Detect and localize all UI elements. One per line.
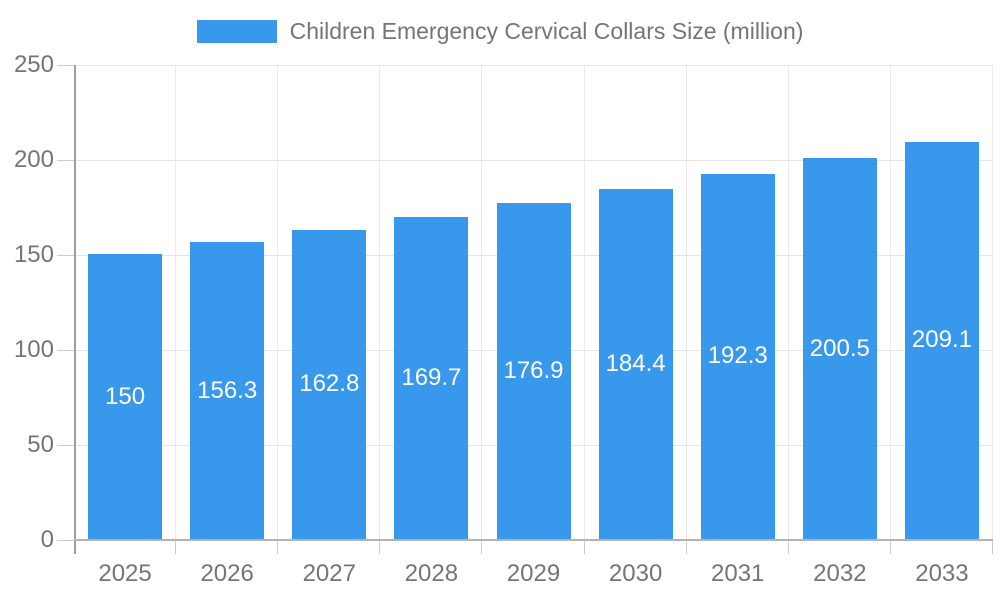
gridline bbox=[481, 65, 483, 540]
bar-value-label: 156.3 bbox=[197, 376, 258, 404]
legend-swatch[interactable] bbox=[196, 19, 277, 43]
bar[interactable]: 162.8 bbox=[292, 229, 367, 539]
gridline bbox=[889, 65, 891, 540]
x-axis-tick bbox=[277, 540, 279, 554]
gridline bbox=[787, 65, 789, 540]
y-axis-label: 0 bbox=[40, 526, 54, 553]
x-axis-label: 2026 bbox=[200, 560, 254, 587]
bar-value-label: 192.3 bbox=[707, 342, 768, 370]
x-axis-tick bbox=[175, 540, 177, 554]
x-axis-label: 2029 bbox=[506, 560, 561, 587]
bar[interactable]: 176.9 bbox=[496, 202, 571, 539]
gridline bbox=[175, 65, 177, 540]
bar[interactable]: 184.4 bbox=[598, 188, 673, 539]
y-axis-tick bbox=[57, 539, 74, 541]
plot-area: 150 156.3 162.8 169.7 176.9 184.4 192.3 200.5 20… bbox=[57, 64, 993, 554]
x-axis-tick bbox=[992, 540, 993, 554]
bar-value-label: 176.9 bbox=[503, 356, 564, 384]
gridline bbox=[74, 159, 993, 161]
y-axis-line bbox=[74, 65, 76, 554]
y-axis-label: 100 bbox=[13, 336, 54, 363]
x-axis-label: 2033 bbox=[915, 560, 969, 587]
y-axis-tick bbox=[57, 159, 74, 161]
x-axis-line bbox=[74, 539, 993, 541]
bar-value-label: 200.5 bbox=[809, 334, 870, 362]
bar[interactable]: 209.1 bbox=[904, 141, 979, 539]
legend[interactable]: Children Emergency Cervical Collars Size… bbox=[0, 17, 1000, 45]
y-axis-tick bbox=[57, 349, 74, 351]
y-axis-tick bbox=[57, 444, 74, 446]
x-axis-tick bbox=[685, 540, 687, 554]
x-axis-tick bbox=[379, 540, 381, 554]
gridline bbox=[277, 65, 279, 540]
bar[interactable]: 200.5 bbox=[802, 158, 877, 539]
gridline bbox=[74, 64, 993, 66]
bar[interactable]: 169.7 bbox=[394, 216, 469, 539]
y-axis-label: 150 bbox=[13, 241, 54, 268]
gridline bbox=[992, 65, 993, 540]
x-axis-tick bbox=[481, 540, 483, 554]
x-axis-tick bbox=[787, 540, 789, 554]
x-axis-label: 2028 bbox=[404, 560, 459, 587]
bar-value-label: 150 bbox=[105, 382, 146, 410]
bar-value-label: 209.1 bbox=[911, 326, 972, 354]
x-axis-tick bbox=[889, 540, 891, 554]
gridline bbox=[685, 65, 687, 540]
x-axis-label: 2032 bbox=[813, 560, 867, 587]
x-axis-label: 2031 bbox=[711, 560, 765, 587]
y-axis-tick bbox=[57, 254, 74, 256]
gridline bbox=[379, 65, 381, 540]
y-axis-label: 250 bbox=[13, 51, 54, 78]
bar-value-label: 169.7 bbox=[401, 363, 462, 391]
y-axis-tick bbox=[57, 64, 74, 66]
bar[interactable]: 156.3 bbox=[190, 242, 265, 539]
bar[interactable]: 150 bbox=[88, 254, 163, 539]
y-axis-label: 200 bbox=[13, 146, 54, 173]
x-axis-tick bbox=[583, 540, 585, 554]
bar-value-label: 162.8 bbox=[299, 370, 360, 398]
y-axis-label: 50 bbox=[27, 431, 54, 458]
x-axis-label: 2027 bbox=[302, 560, 356, 587]
gridline bbox=[583, 65, 585, 540]
legend-label: Children Emergency Cervical Collars Size… bbox=[289, 18, 804, 44]
bar-value-label: 184.4 bbox=[605, 349, 666, 377]
x-axis-label: 2025 bbox=[98, 560, 152, 587]
bar[interactable]: 192.3 bbox=[700, 173, 775, 539]
x-axis-label: 2030 bbox=[608, 560, 663, 587]
